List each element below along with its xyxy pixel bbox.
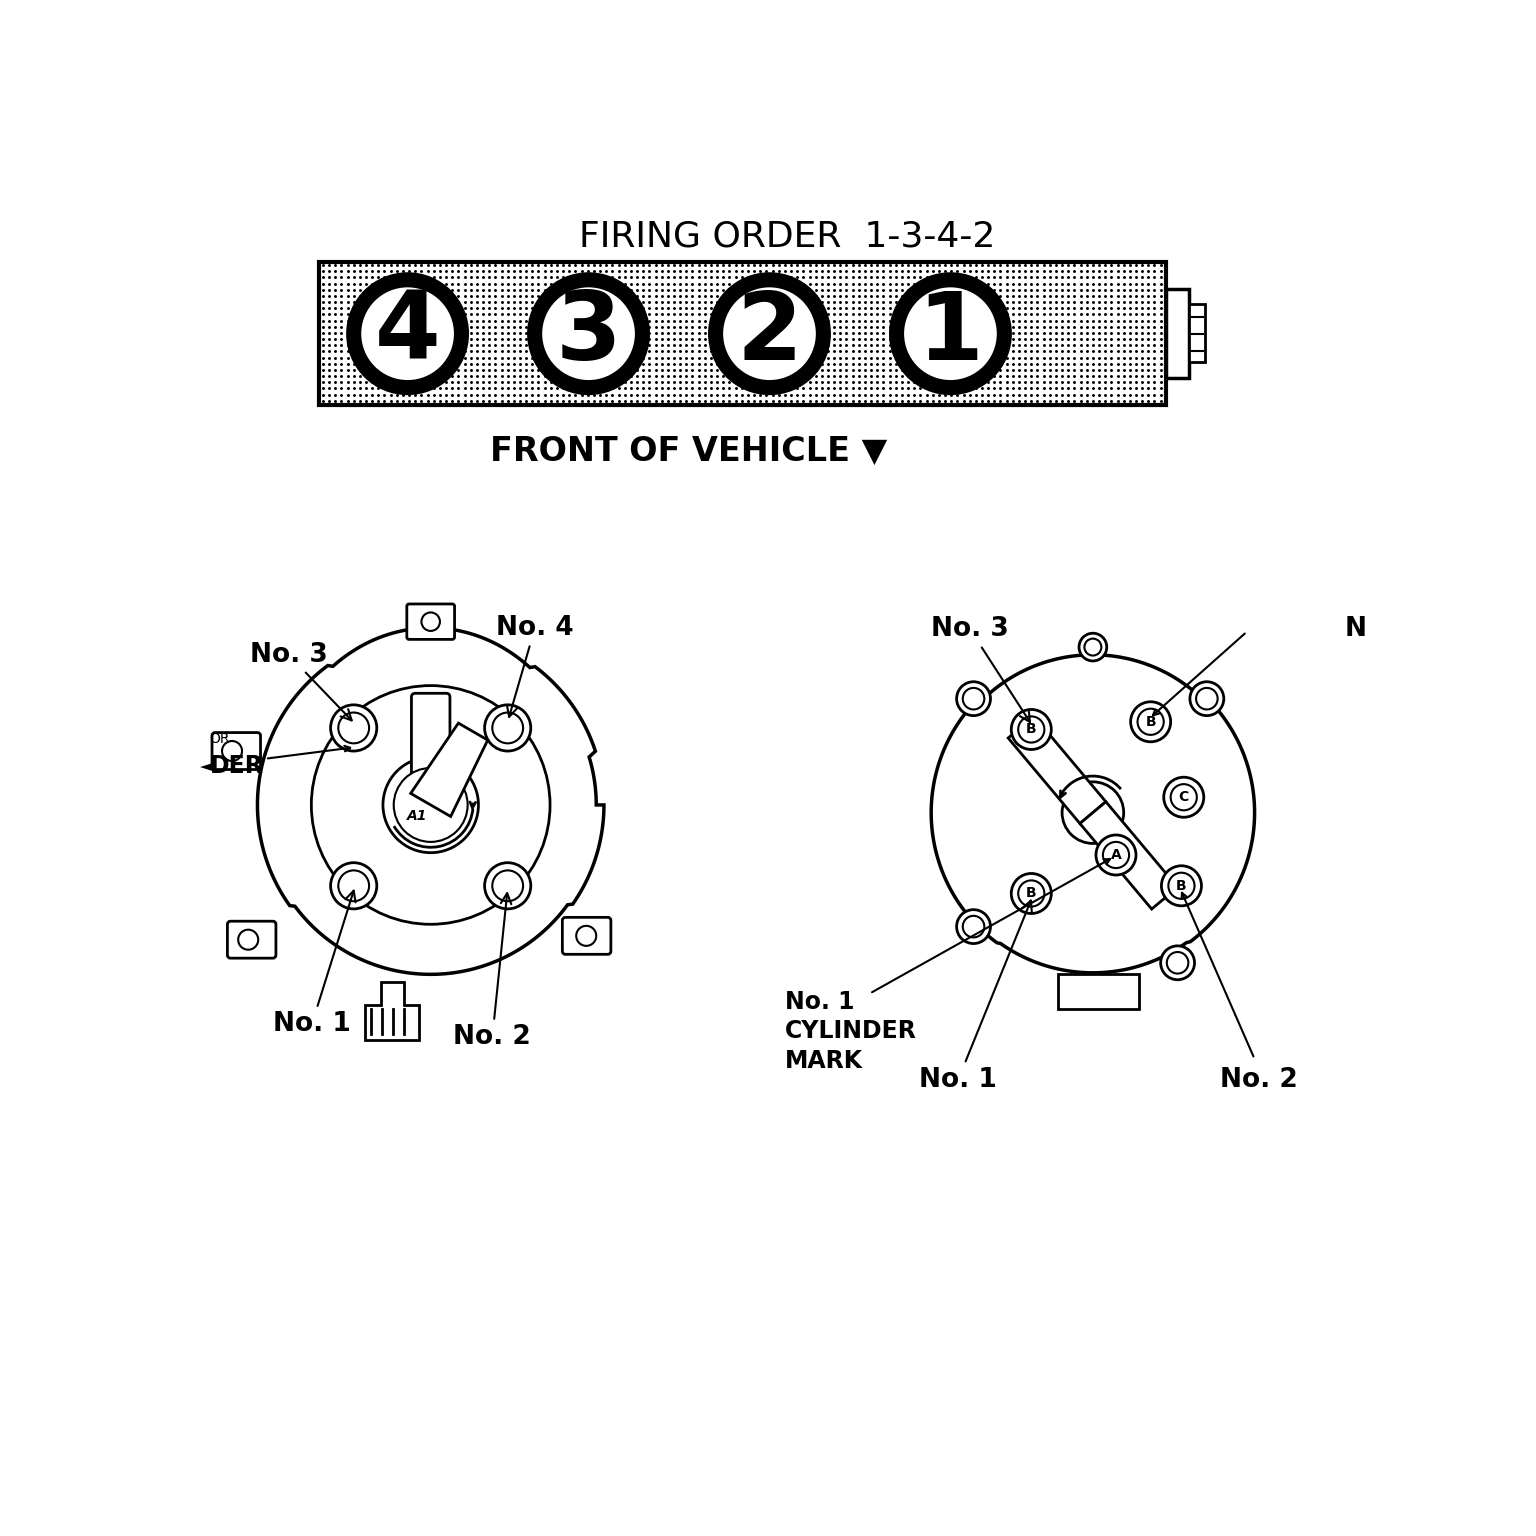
Circle shape (493, 713, 524, 743)
Text: ◄: ◄ (200, 757, 215, 776)
Circle shape (541, 286, 636, 381)
Text: 4: 4 (375, 287, 441, 379)
Circle shape (1167, 952, 1189, 974)
Bar (1189, 304, 1204, 362)
Circle shape (963, 915, 985, 937)
Circle shape (1084, 639, 1101, 656)
Text: No. 4: No. 4 (496, 614, 574, 717)
Text: FIRING ORDER  1-3-4-2: FIRING ORDER 1-3-4-2 (579, 220, 995, 253)
FancyBboxPatch shape (212, 733, 261, 770)
Circle shape (1170, 785, 1197, 811)
Circle shape (1018, 716, 1044, 742)
Bar (319, 263, 1166, 404)
Text: B: B (1177, 879, 1187, 892)
Circle shape (1161, 866, 1201, 906)
Circle shape (1197, 688, 1218, 710)
Circle shape (1130, 702, 1170, 742)
Circle shape (1011, 710, 1051, 750)
FancyBboxPatch shape (562, 917, 611, 954)
Polygon shape (1080, 802, 1178, 909)
Text: B: B (1026, 722, 1037, 736)
Circle shape (484, 705, 531, 751)
Circle shape (1169, 872, 1195, 899)
Text: No. 1: No. 1 (919, 900, 1032, 1092)
Text: No. 3: No. 3 (250, 642, 352, 720)
Text: OR: OR (210, 733, 230, 746)
Text: No. 2: No. 2 (453, 892, 531, 1051)
Text: 3: 3 (556, 287, 622, 379)
Polygon shape (931, 654, 1255, 972)
Circle shape (359, 286, 455, 381)
Circle shape (957, 682, 991, 716)
Circle shape (963, 688, 985, 710)
Circle shape (338, 713, 369, 743)
Text: A: A (1111, 848, 1121, 862)
Circle shape (1138, 708, 1164, 734)
Text: 2: 2 (737, 287, 802, 379)
Polygon shape (1058, 974, 1140, 1009)
Text: No. 3: No. 3 (931, 616, 1031, 722)
Circle shape (1078, 633, 1107, 660)
FancyBboxPatch shape (227, 922, 276, 958)
Text: B: B (1146, 714, 1157, 728)
Circle shape (722, 286, 817, 381)
Circle shape (1061, 782, 1124, 843)
Text: B: B (1026, 886, 1037, 900)
Bar (1166, 289, 1189, 378)
Circle shape (1103, 842, 1129, 868)
Circle shape (393, 768, 467, 842)
Text: C: C (1178, 790, 1189, 805)
Circle shape (382, 757, 478, 852)
Text: FRONT OF VEHICLE ▼: FRONT OF VEHICLE ▼ (490, 435, 888, 468)
Circle shape (484, 863, 531, 909)
Circle shape (330, 705, 376, 751)
Text: A1: A1 (407, 809, 427, 823)
Circle shape (1018, 880, 1044, 906)
Circle shape (421, 613, 439, 631)
Circle shape (710, 273, 829, 393)
Circle shape (1164, 777, 1204, 817)
Circle shape (1161, 946, 1195, 980)
Circle shape (1190, 682, 1224, 716)
Circle shape (347, 273, 467, 393)
Circle shape (493, 871, 524, 902)
Circle shape (891, 273, 1011, 393)
Circle shape (903, 286, 998, 381)
Polygon shape (1008, 716, 1106, 823)
Text: No. 2: No. 2 (1220, 1066, 1298, 1092)
Text: No. 1
CYLINDER
MARK: No. 1 CYLINDER MARK (785, 989, 917, 1074)
Text: N: N (1344, 616, 1366, 642)
Polygon shape (366, 982, 419, 1040)
Circle shape (238, 929, 258, 949)
Circle shape (1011, 874, 1051, 914)
Text: DER: DER (210, 754, 264, 779)
FancyBboxPatch shape (407, 604, 455, 639)
Circle shape (576, 926, 596, 946)
Polygon shape (410, 723, 488, 817)
Circle shape (338, 871, 369, 902)
FancyBboxPatch shape (412, 693, 450, 786)
Text: 1: 1 (917, 287, 983, 379)
Circle shape (957, 909, 991, 943)
Circle shape (223, 740, 243, 760)
Circle shape (312, 685, 550, 925)
Circle shape (330, 863, 376, 909)
Text: No. 1: No. 1 (273, 891, 355, 1037)
Polygon shape (258, 628, 604, 974)
Circle shape (528, 273, 648, 393)
Circle shape (1097, 836, 1137, 876)
